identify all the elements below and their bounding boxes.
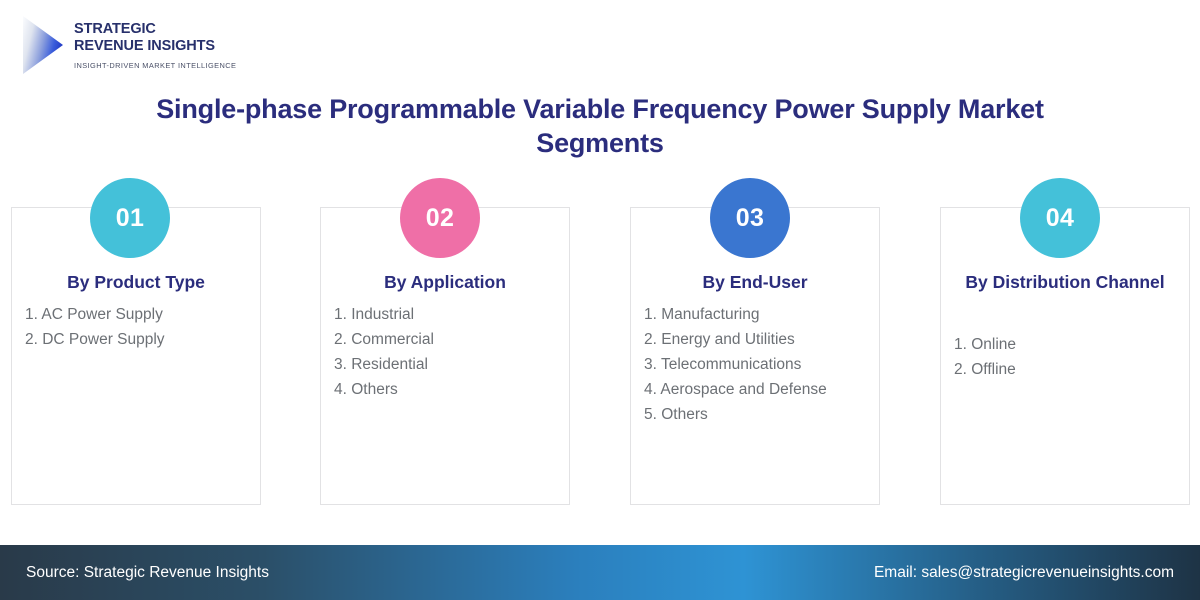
segment-heading: By Distribution Channel (965, 272, 1165, 292)
chevron-arrow-icon (23, 16, 63, 74)
segment-item-list: 1. Industrial 2. Commercial 3. Residential… (320, 302, 570, 402)
segment-list-item: 3. Telecommunications (644, 356, 802, 373)
segment-list-item: 1. AC Power Supply (25, 306, 163, 323)
segment-list-item: 2. Commercial (334, 331, 434, 348)
brand-wordmark: STRATEGIC REVENUE INSIGHTS INSIGHT-DRIVE… (74, 14, 236, 70)
brand-name-line-2: REVENUE INSIGHTS (74, 38, 216, 55)
segment-list-item: 1. Online (954, 336, 1017, 353)
segment-list-item: 4. Others (334, 381, 398, 398)
brand-tagline: INSIGHT-DRIVEN MARKET INTELLIGENCE (74, 61, 237, 71)
segment-item-list: 1. AC Power Supply 2. DC Power Supply (11, 302, 261, 352)
segment-heading: By Application (384, 272, 506, 292)
segment-number-badge: 01 (90, 178, 170, 258)
segment-list-item: 1. Manufacturing (644, 306, 760, 323)
segment-heading: By End-User (702, 272, 808, 292)
footer-bar: Source: Strategic Revenue Insights Email… (0, 545, 1200, 600)
segment-list-item: 1. Industrial (334, 306, 415, 323)
segment-list-item: 4. Aerospace and Defense (644, 381, 827, 398)
segment-number-badge: 03 (710, 178, 790, 258)
segment-list-item: 2. Energy and Utilities (644, 331, 795, 348)
footer-email[interactable]: Email: sales@strategicrevenueinsights.co… (873, 563, 1174, 581)
segment-list-item: 2. DC Power Supply (25, 331, 165, 348)
segment-number-badge: 02 (400, 178, 480, 258)
segment-heading: By Product Type (67, 272, 205, 292)
segment-number-badge: 04 (1020, 178, 1100, 258)
segment-list-item: 5. Others (644, 406, 708, 423)
segment-cards: 01 02 03 04 By Product Type By Applicati… (0, 178, 1200, 508)
segment-item-list: 1. Online 2. Offline (940, 332, 1190, 382)
segment-list-item: 3. Residential (334, 356, 428, 373)
brand-name-line-1: STRATEGIC (74, 21, 156, 37)
footer-source: Source: Strategic Revenue Insights (26, 563, 269, 581)
page-title: Single-phase Programmable Variable Frequ… (156, 94, 1044, 159)
brand-logo: STRATEGIC REVENUE INSIGHTS INSIGHT-DRIVE… (20, 14, 236, 76)
segment-item-list: 1. Manufacturing 2. Energy and Utilities 3… (630, 302, 880, 427)
segment-list-item: 2. Offline (954, 361, 1016, 378)
